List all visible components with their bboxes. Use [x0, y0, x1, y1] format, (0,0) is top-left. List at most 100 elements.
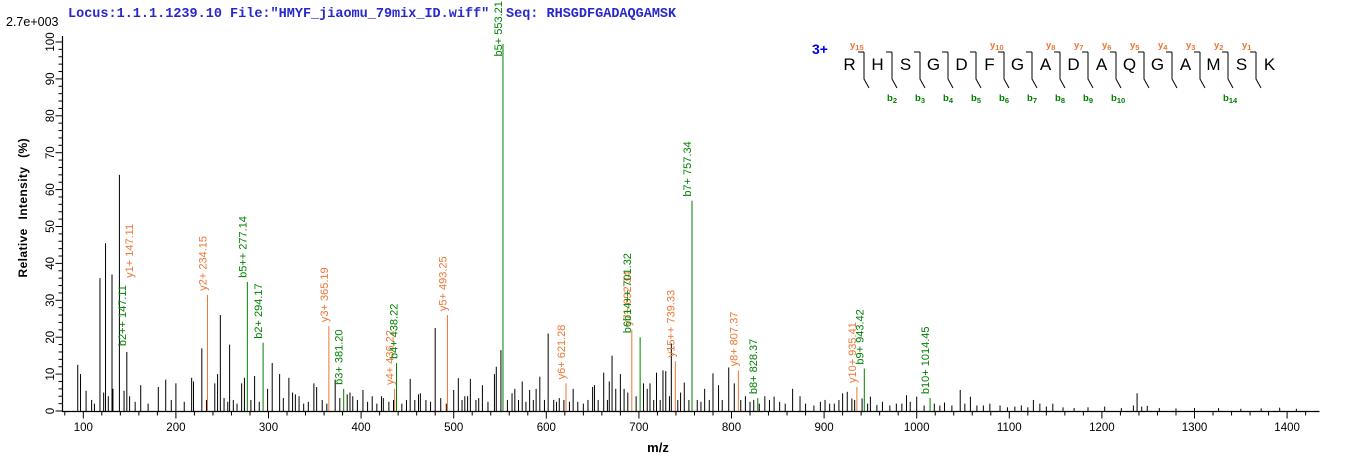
- b-ion-label: b2: [887, 93, 897, 105]
- x-tick-label: 500: [444, 422, 463, 434]
- residue-letter: S: [899, 55, 912, 74]
- residue-letter: A: [1095, 55, 1108, 74]
- peak-annotation: y7+ 692.34: [622, 271, 634, 326]
- fragment-bracket-icon: [998, 51, 1010, 89]
- locus-file-header: Locus:1.1.1.1239.10 File:"HMYF_jiaomu_79…: [68, 7, 490, 22]
- y-ion-label: y10: [990, 40, 1004, 52]
- peak-annotation: y5+ 493.25: [437, 256, 449, 311]
- residue-letter: G: [1150, 55, 1165, 74]
- x-tick-label: 200: [166, 422, 185, 434]
- fragment-bracket-icon: [914, 51, 926, 89]
- fragment-bracket-icon: [1222, 51, 1234, 89]
- fragment-bracket-icon: [970, 51, 982, 89]
- sequence-header: Seq: RHSGDFGADAQGAMSK: [506, 7, 677, 22]
- base-peak-intensity-label: 2.7e+003: [6, 15, 59, 29]
- residue-letter: A: [1179, 55, 1192, 74]
- fragment-bracket-icon: [1138, 51, 1150, 89]
- peak-annotation: y8+ 807.37: [728, 312, 740, 367]
- x-tick-label: 1300: [1182, 422, 1208, 434]
- fragment-boundary: y8 b8: [1046, 40, 1066, 105]
- x-tick-label: 1000: [904, 422, 930, 434]
- fragment-boundary: y5: [1130, 40, 1150, 104]
- fragment-bracket-icon: [1110, 51, 1122, 89]
- peak-annotation: b6b14++ 701.32: [622, 253, 634, 333]
- fragment-bracket-icon: [1166, 51, 1178, 89]
- y-ion-label: y6: [1102, 40, 1112, 52]
- y-ion-label: y8: [1046, 40, 1056, 52]
- peak-annotation: b2++ 147.11: [117, 285, 129, 346]
- b-ion-label: b10: [1111, 93, 1126, 105]
- fragment-bracket-icon: [1250, 51, 1262, 89]
- residue-letter: K: [1263, 55, 1276, 74]
- fragment-bracket-icon: [1054, 51, 1066, 89]
- fragment-boundary: b5: [969, 40, 982, 105]
- fragment-boundary: y6 b10: [1102, 40, 1126, 105]
- peak-annotation: b4+ 438.22: [388, 304, 400, 359]
- b-ion-label: b7: [1027, 93, 1037, 105]
- b-ion-label: b5: [971, 93, 981, 105]
- b-ion-label: b6: [999, 93, 1009, 105]
- b-ion-label: b3: [915, 93, 925, 105]
- y-tick-label: 100: [45, 32, 57, 51]
- peak-annotation: b10+ 1014.45: [920, 326, 932, 394]
- residue-letter: S: [1235, 55, 1248, 74]
- y-ion-label: y15: [850, 40, 864, 52]
- peak-annotation: b5+ 553.21: [493, 1, 505, 56]
- peak-annotation: y10+ 935.41: [847, 322, 859, 383]
- residue-letter: A: [1039, 55, 1052, 74]
- y-tick-label: 50: [45, 220, 57, 233]
- fragment-boundary: y3: [1186, 40, 1206, 104]
- x-tick-label: 1400: [1274, 422, 1300, 434]
- fragment-boundary: y1: [1242, 40, 1262, 104]
- fragment-bracket-icon: [886, 51, 898, 89]
- peak-annotation: y1+ 147.11: [124, 224, 136, 278]
- y-tick-label: 30: [45, 294, 57, 307]
- fragment-boundary: y10 b6: [990, 40, 1010, 105]
- x-tick-label: 1100: [997, 422, 1022, 434]
- y-tick-label: 60: [45, 183, 57, 196]
- b-ion-label: b8: [1055, 93, 1065, 105]
- b-ion-label: b14: [1223, 93, 1238, 105]
- peak-annotation: b9+ 943.42: [854, 309, 866, 364]
- peak-annotation: b7+ 757.34: [682, 141, 694, 196]
- fragment-boundary: y15: [850, 40, 870, 104]
- peak-annotation: y15++ 739.33: [665, 290, 677, 357]
- b-ion-label: b4: [943, 93, 953, 105]
- x-axis-title: m/z: [647, 440, 669, 455]
- x-tick-label: 900: [815, 422, 834, 434]
- residue-letter: H: [871, 55, 884, 74]
- x-tick-label: 1200: [1089, 422, 1115, 434]
- fragment-boundary: b3: [913, 40, 926, 105]
- residue-letter: G: [926, 55, 941, 74]
- x-tick-label: 300: [259, 422, 278, 434]
- residue-letter: G: [1010, 55, 1025, 74]
- fragment-boundary: b2: [885, 40, 898, 105]
- residue-letter: F: [984, 55, 995, 74]
- y-tick-label: 70: [45, 146, 57, 159]
- peak-annotation: b2+ 294.17: [253, 283, 265, 338]
- peak-annotation: b5++ 277.14: [237, 216, 249, 278]
- fragment-boundary: y2 b14: [1214, 40, 1238, 105]
- x-tick-label: 700: [629, 422, 648, 434]
- peak-annotation: y6+ 621.28: [556, 325, 568, 380]
- fragment-bracket-icon: [942, 51, 954, 89]
- x-tick-label: 100: [74, 422, 93, 434]
- x-tick-label: 800: [722, 422, 741, 434]
- residue-letter: D: [1067, 55, 1080, 74]
- precursor-charge-label: 3+: [812, 41, 828, 57]
- y-tick-label: 90: [45, 73, 57, 86]
- y-ion-label: y1: [1242, 40, 1252, 52]
- fragment-boundary: y4: [1158, 40, 1178, 104]
- b-ion-label: b9: [1083, 93, 1093, 105]
- x-tick-label: 600: [537, 422, 556, 434]
- fragment-boundary: y7 b9: [1074, 40, 1094, 105]
- residue-letter: Q: [1122, 55, 1137, 74]
- peak-annotation: y4+ 436.22: [385, 330, 397, 385]
- fragment-bracket-icon: [1082, 51, 1094, 89]
- y-tick-label: 80: [45, 109, 57, 122]
- y-ion-label: y2: [1214, 40, 1224, 52]
